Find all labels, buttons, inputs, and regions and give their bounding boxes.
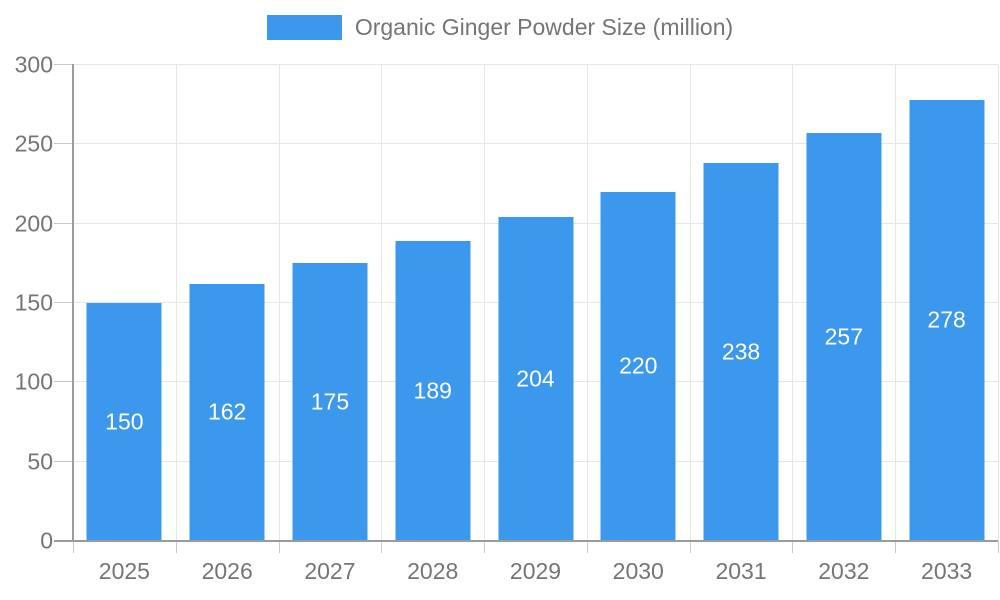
- plot-area: 0 50 100 150 200 250 300 150 2025 162 2026 175 2027 1…: [15, 53, 999, 583]
- y-axis-tick: [54, 460, 73, 462]
- bar-value-label: 278: [927, 306, 966, 333]
- y-axis-label: 150: [14, 289, 53, 316]
- x-axis-tick: [689, 541, 691, 553]
- x-axis-tick: [381, 541, 383, 553]
- x-axis-tick: [484, 541, 486, 553]
- bar[interactable]: 162: [189, 283, 265, 541]
- x-axis-tick: [73, 541, 74, 553]
- gridline-horizontal: [73, 64, 998, 65]
- bar-value-label: 204: [516, 365, 555, 392]
- gridline-vertical: [689, 65, 691, 541]
- bar[interactable]: 204: [497, 217, 574, 541]
- legend[interactable]: Organic Ginger Powder Size (million): [0, 14, 1000, 41]
- y-axis-tick: [54, 143, 73, 145]
- x-axis-label: 2027: [304, 558, 356, 584]
- bar[interactable]: 220: [600, 191, 676, 541]
- y-axis-label: 250: [14, 130, 53, 157]
- legend-label: Organic Ginger Powder Size (million): [354, 14, 734, 40]
- gridline-vertical: [998, 65, 999, 541]
- x-axis-label: 2030: [612, 558, 664, 584]
- x-axis-label: 2032: [818, 558, 870, 584]
- x-axis-label: 2029: [509, 558, 562, 584]
- x-axis-tick: [586, 541, 588, 553]
- y-axis-label: 100: [14, 368, 53, 395]
- gridline-horizontal: [73, 143, 998, 145]
- x-axis-tick: [278, 541, 280, 553]
- gridline-vertical: [278, 65, 280, 541]
- y-axis-label: 200: [14, 210, 53, 237]
- gridline-vertical: [175, 65, 177, 541]
- x-axis-label: 2028: [407, 558, 459, 584]
- x-axis-tick: [998, 541, 999, 553]
- x-axis-label: 2025: [98, 558, 150, 584]
- gridline-vertical: [895, 65, 897, 541]
- bar[interactable]: 257: [806, 133, 882, 541]
- bar[interactable]: 189: [395, 241, 471, 541]
- bar-value-label: 162: [207, 398, 247, 425]
- gridline-vertical: [484, 65, 486, 541]
- y-axis-label: 50: [27, 448, 53, 475]
- bar[interactable]: 175: [292, 263, 368, 541]
- y-axis-tick: [54, 381, 73, 383]
- y-axis-line: [72, 64, 74, 541]
- x-axis-tick: [175, 541, 177, 553]
- x-axis-line: [54, 540, 998, 542]
- y-axis-tick: [54, 222, 73, 224]
- gridline-vertical: [792, 65, 794, 541]
- x-axis-label: 2031: [715, 558, 767, 584]
- y-axis-label: 0: [40, 527, 53, 554]
- gridline-vertical: [381, 65, 383, 541]
- y-axis-label: 300: [14, 51, 53, 78]
- x-axis-label: 2033: [921, 558, 973, 584]
- y-axis-tick: [54, 64, 73, 65]
- legend-color-swatch: [266, 15, 342, 40]
- bar[interactable]: 278: [909, 99, 985, 541]
- x-axis-label: 2026: [201, 558, 253, 584]
- bar-value-label: 189: [413, 377, 452, 404]
- bar-value-label: 257: [824, 323, 864, 350]
- bar[interactable]: 238: [703, 163, 779, 541]
- gridline-vertical: [586, 65, 588, 541]
- bar-value-label: 220: [619, 352, 658, 379]
- bar-value-label: 150: [105, 408, 144, 435]
- bar-value-label: 175: [310, 388, 350, 415]
- x-axis-tick: [792, 541, 794, 553]
- x-axis-tick: [895, 541, 897, 553]
- bar-value-label: 238: [721, 338, 761, 365]
- bar[interactable]: 150: [86, 303, 162, 541]
- y-axis-tick: [54, 302, 73, 303]
